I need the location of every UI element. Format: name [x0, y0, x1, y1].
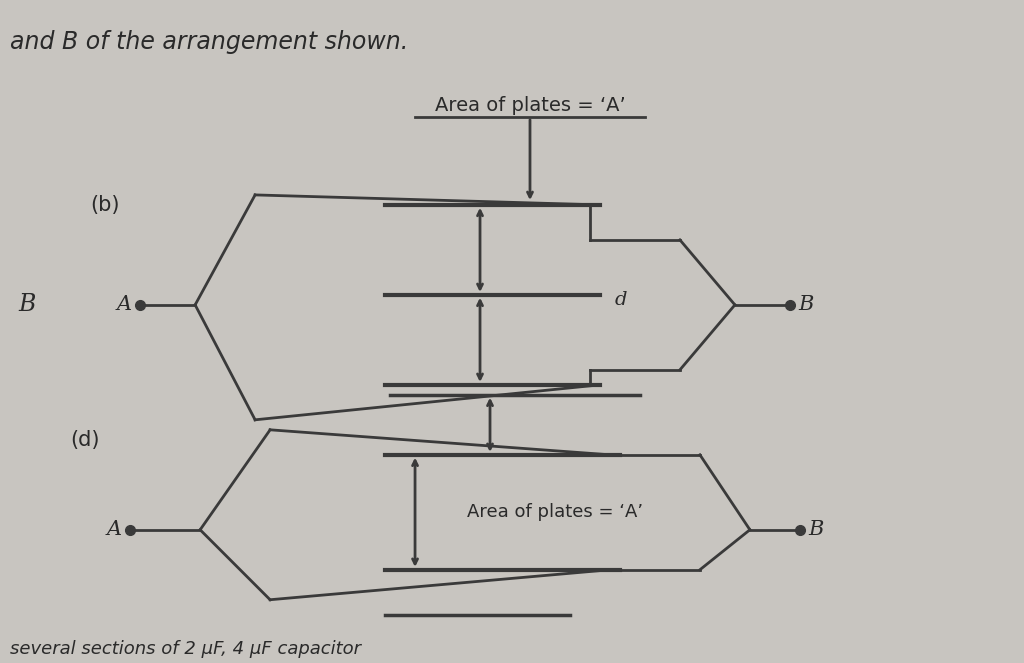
Text: B: B — [808, 520, 823, 539]
Text: and B of the arrangement shown.: and B of the arrangement shown. — [10, 30, 409, 54]
Text: A: A — [108, 520, 122, 539]
Text: several sections of 2 μF, 4 μF capacitor: several sections of 2 μF, 4 μF capacitor — [10, 640, 361, 658]
Text: Area of plates = ‘A’: Area of plates = ‘A’ — [467, 503, 643, 520]
Text: Area of plates = ‘A’: Area of plates = ‘A’ — [434, 96, 626, 115]
Text: d: d — [615, 291, 628, 309]
Text: A: A — [117, 296, 132, 314]
Text: B: B — [18, 293, 36, 316]
Text: (d): (d) — [71, 430, 99, 450]
Text: B: B — [798, 296, 813, 314]
Text: (b): (b) — [90, 195, 120, 215]
